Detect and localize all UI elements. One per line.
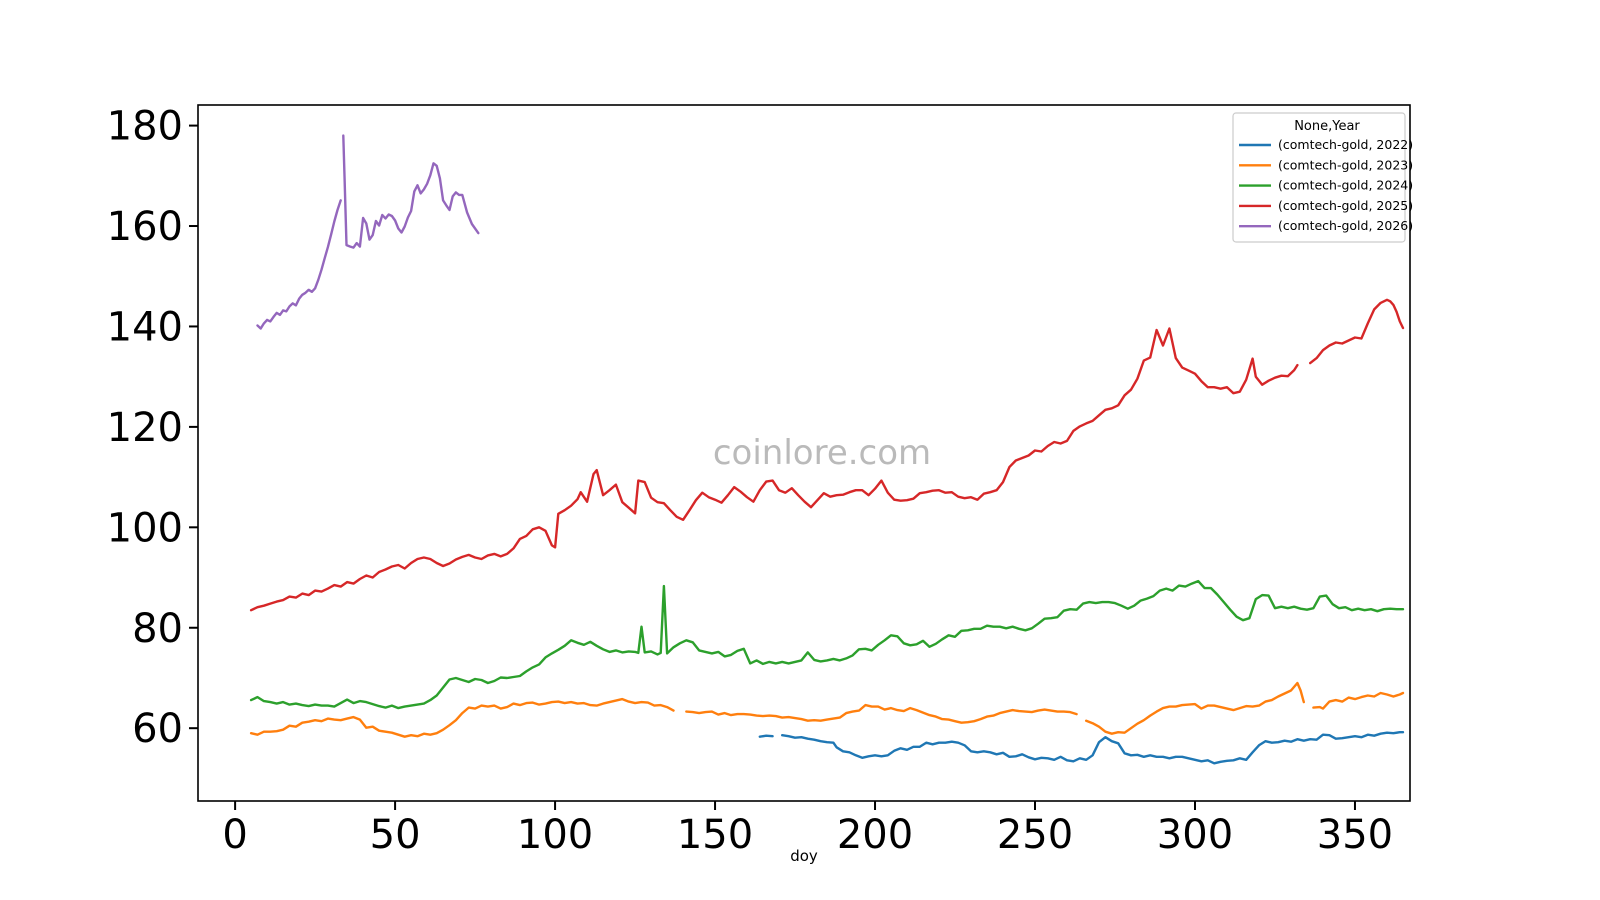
series-line-2026: [256, 134, 480, 330]
x-tick-label: 0: [222, 812, 247, 858]
legend-box: [1232, 112, 1406, 243]
plot-border: [197, 104, 1411, 802]
legend-title: None,Year: [1294, 119, 1360, 134]
legend-entry-2022: (comtech-gold, 2022): [1278, 137, 1413, 152]
series-line-2024: [249, 579, 1405, 710]
x-tick-label: 50: [370, 812, 421, 858]
x-tick-label: 100: [517, 812, 593, 858]
y-tick-label: 60: [132, 706, 183, 752]
x-tick-label: 250: [997, 812, 1073, 858]
x-tick-label: 200: [837, 812, 913, 858]
series-line-2025: [249, 298, 1405, 612]
legend-entry-2023: (comtech-gold, 2023): [1278, 157, 1413, 172]
x-tick-label: 350: [1317, 812, 1393, 858]
y-tick-label: 120: [107, 405, 183, 451]
y-tick-label: 80: [132, 606, 183, 652]
y-tick-label: 140: [107, 304, 183, 350]
x-tick-label: 300: [1157, 812, 1233, 858]
y-tick-label: 180: [107, 104, 183, 150]
y-tick-label: 100: [107, 505, 183, 551]
series-line-2023: [249, 681, 1405, 738]
legend-entry-2025: (comtech-gold, 2025): [1278, 198, 1413, 213]
series-line-2022: [758, 731, 1405, 765]
legend-entry-2026: (comtech-gold, 2026): [1278, 218, 1413, 233]
y-tick-label: 160: [107, 204, 183, 250]
x-tick-label: 150: [677, 812, 753, 858]
watermark-text: coinlore.com: [713, 433, 931, 473]
x-axis-label: doy: [790, 847, 818, 865]
legend-entry-2024: (comtech-gold, 2024): [1278, 178, 1413, 193]
